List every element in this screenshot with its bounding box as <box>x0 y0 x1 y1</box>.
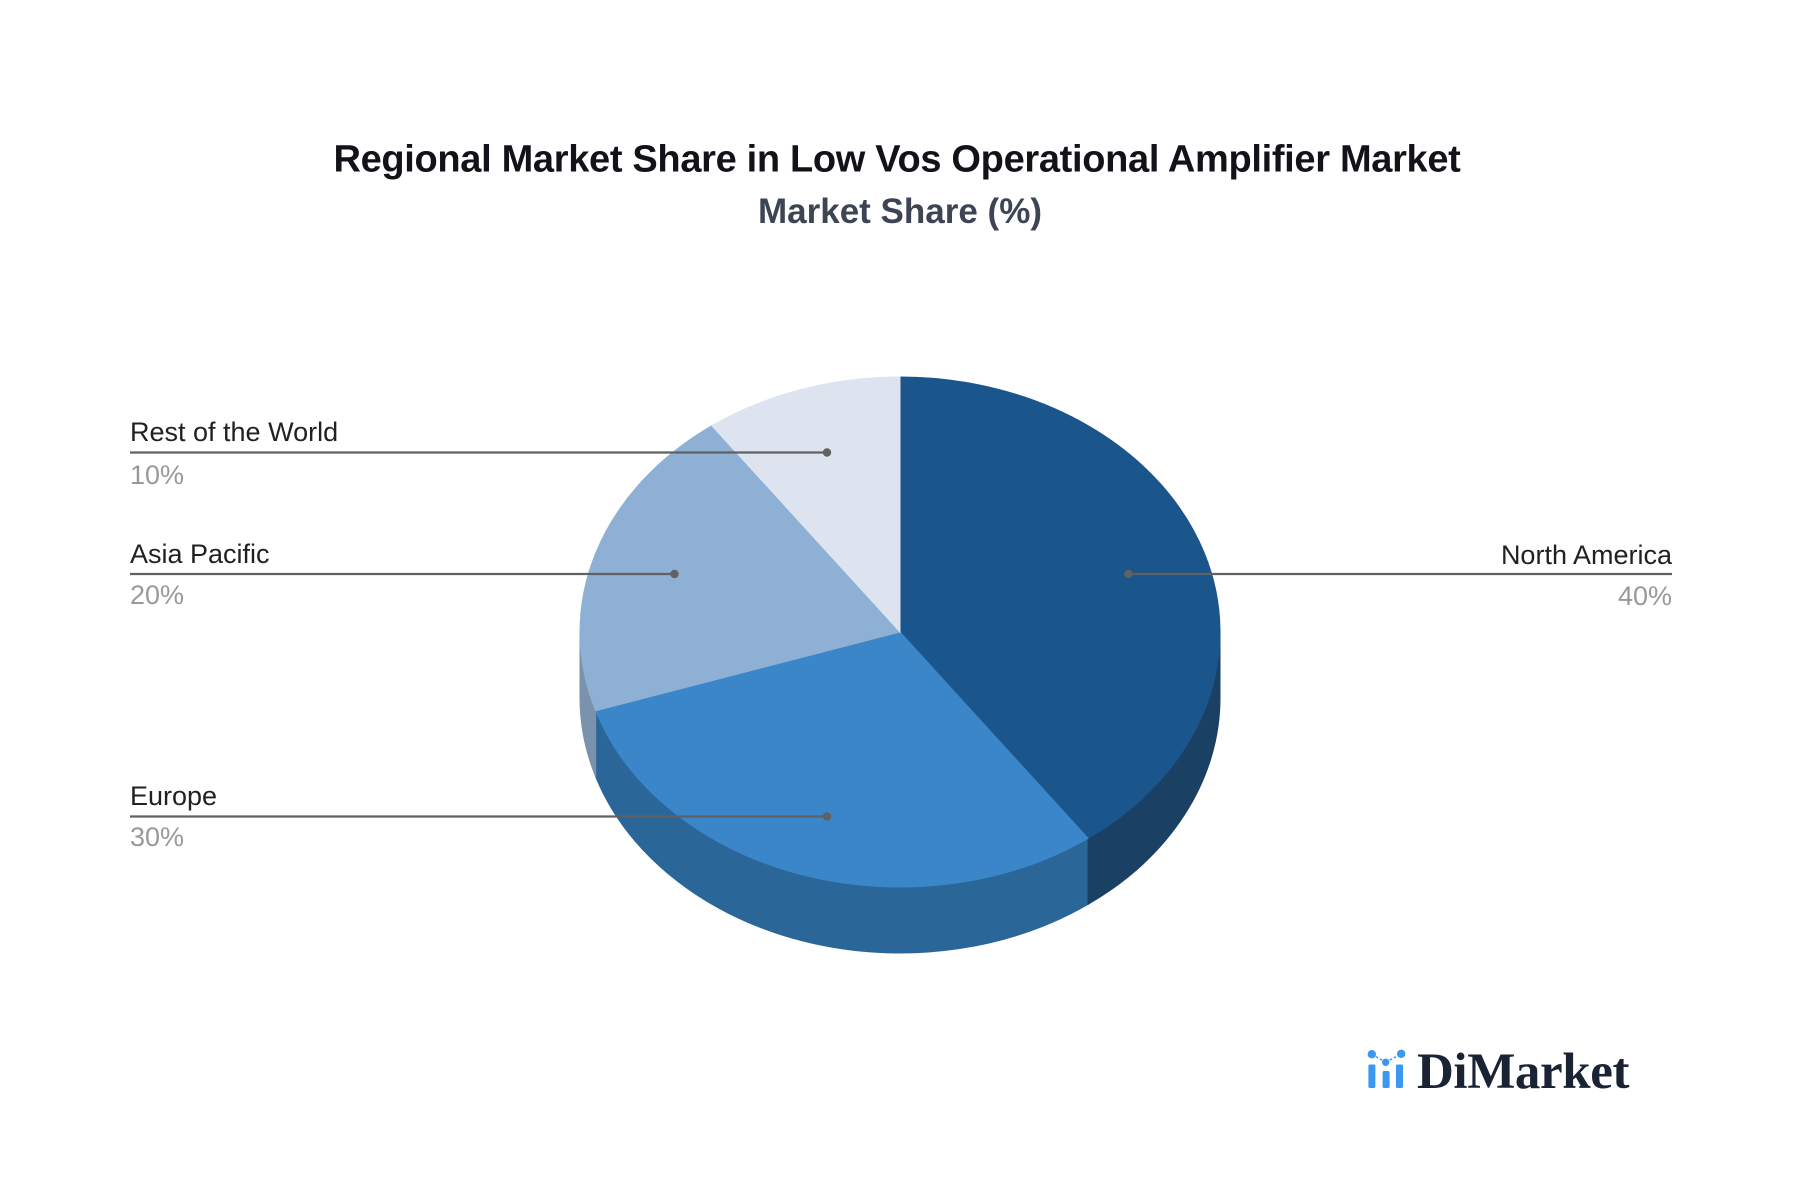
svg-text:10%: 10% <box>130 460 184 490</box>
svg-text:40%: 40% <box>1618 581 1672 611</box>
svg-text:20%: 20% <box>130 580 184 610</box>
svg-text:Regional Market Share in Low V: Regional Market Share in Low Vos Operati… <box>333 138 1461 180</box>
svg-text:30%: 30% <box>130 822 184 852</box>
svg-text:Market Share (%): Market Share (%) <box>758 192 1042 231</box>
svg-text:Asia Pacific: Asia Pacific <box>130 539 270 569</box>
svg-text:DiMarket: DiMarket <box>1417 1044 1629 1100</box>
svg-text:Europe: Europe <box>130 781 217 811</box>
svg-text:North America: North America <box>1501 540 1673 570</box>
svg-text:Rest of the World: Rest of the World <box>130 417 338 447</box>
